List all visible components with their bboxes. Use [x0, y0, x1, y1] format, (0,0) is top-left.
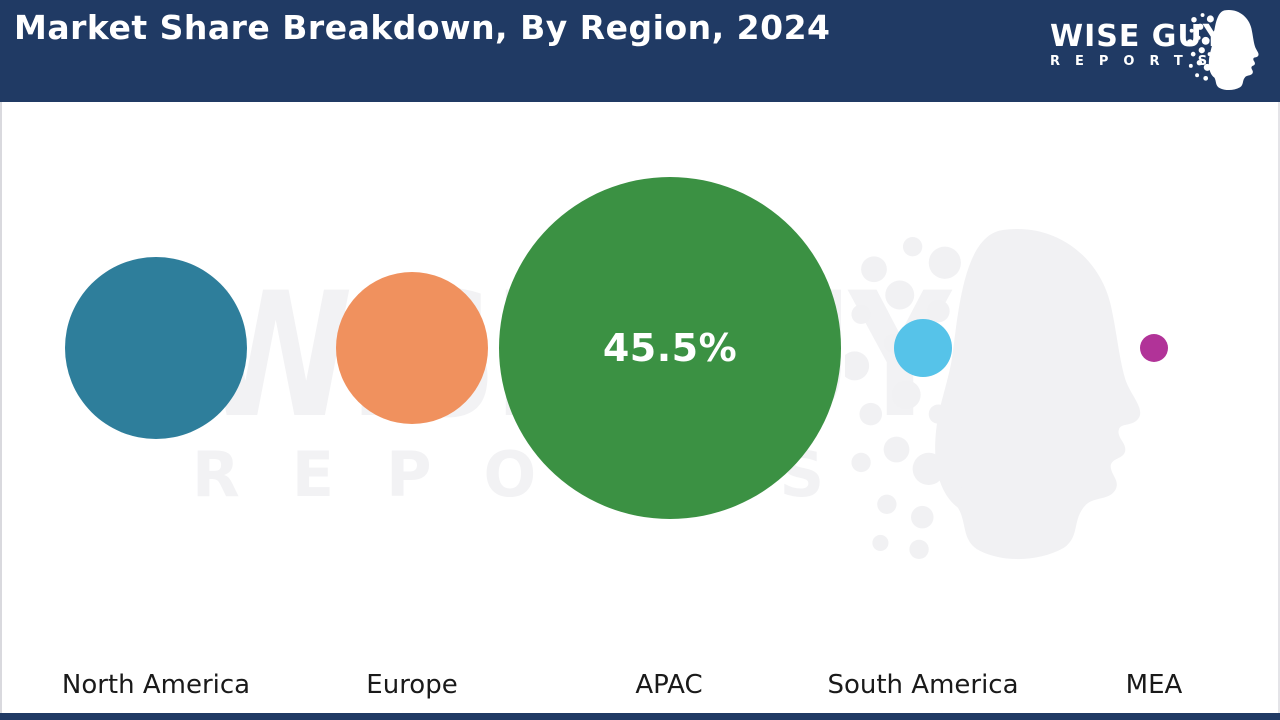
category-label-apac: APAC — [635, 670, 703, 700]
header-bar: Market Share Breakdown, By Region, 2024 … — [0, 0, 1280, 102]
category-label-south-america: South America — [827, 670, 1019, 700]
wiseguy-logo: WISE GUY REPORTS — [1024, 8, 1274, 96]
bubble-north-america — [65, 257, 247, 439]
category-label-north-america: North America — [61, 670, 251, 700]
logo-text-block: WISE GUY REPORTS — [1050, 20, 1226, 69]
logo-wordmark: WISE GUY — [1050, 19, 1226, 54]
logo-head-icon — [1186, 9, 1259, 91]
category-label-mea: MEA — [1125, 670, 1183, 700]
chart-canvas: WISE GUY REPORTS 45.5% North America Eur… — [0, 102, 1280, 713]
bubble-apac: 45.5% — [499, 177, 841, 519]
bubble-south-america — [894, 319, 952, 377]
watermark-head-icon — [845, 228, 1141, 560]
chart-title: Market Share Breakdown, By Region, 2024 — [14, 8, 831, 47]
footer-bar — [0, 713, 1280, 720]
bubble-mea — [1140, 334, 1168, 362]
logo-reports-label: REPORTS — [1050, 54, 1223, 69]
apac-value-label: 45.5% — [602, 326, 738, 370]
bubble-europe — [336, 272, 488, 424]
category-label-europe: Europe — [366, 670, 458, 700]
